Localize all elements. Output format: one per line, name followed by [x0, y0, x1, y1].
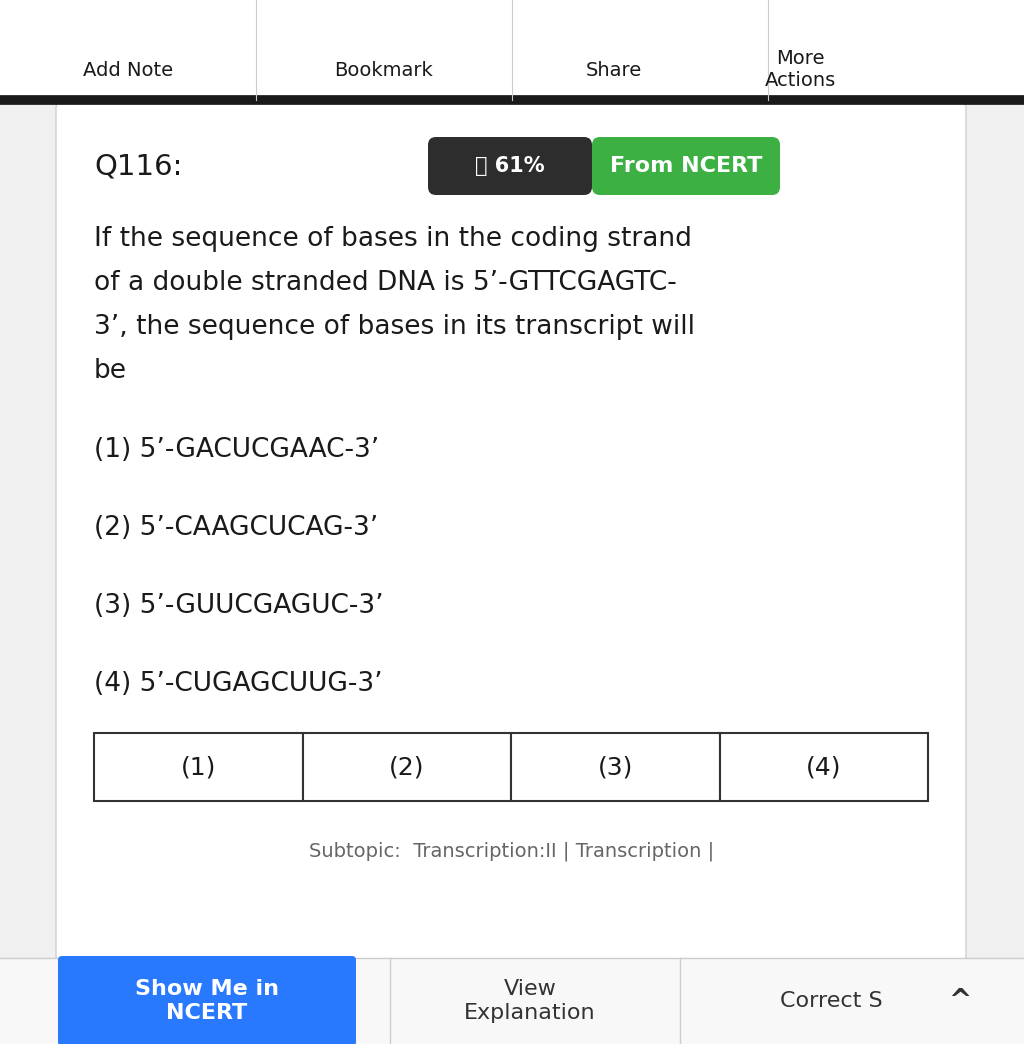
Text: (2): (2)	[389, 755, 425, 779]
Text: Add Note: Add Note	[83, 61, 173, 79]
Bar	[720, 733, 928, 801]
Text: (3) 5’-GUUCGAGUC-3’: (3) 5’-GUUCGAGUC-3’	[94, 593, 384, 619]
Bar	[0, 0, 1024, 100]
Text: (1) 5’-GACUCGAAC-3’: (1) 5’-GACUCGAAC-3’	[94, 437, 379, 462]
Text: From NCERT: From NCERT	[610, 156, 762, 176]
FancyBboxPatch shape	[592, 137, 780, 195]
Text: Correct S: Correct S	[780, 991, 883, 1011]
Text: 3’, the sequence of bases in its transcript will: 3’, the sequence of bases in its transcr…	[94, 314, 695, 340]
Text: (3): (3)	[598, 755, 633, 779]
Text: Share: Share	[586, 61, 642, 79]
Text: ^: ^	[948, 987, 972, 1015]
Text: More
Actions: More Actions	[764, 49, 836, 91]
Text: (4): (4)	[806, 755, 842, 779]
Text: (2) 5’-CAAGCUCAG-3’: (2) 5’-CAAGCUCAG-3’	[94, 515, 378, 541]
Text: (4) 5’-CUGAGCUUG-3’: (4) 5’-CUGAGCUUG-3’	[94, 671, 383, 697]
Bar	[0, 958, 1024, 1044]
Text: Q116:: Q116:	[94, 152, 182, 180]
Text: Bookmark: Bookmark	[335, 61, 433, 79]
Bar	[302, 733, 511, 801]
Text: View
Explanation: View Explanation	[464, 979, 596, 1023]
Text: of a double stranded DNA is 5’-GTTCGAGTC-: of a double stranded DNA is 5’-GTTCGAGTC…	[94, 270, 677, 296]
Text: Subtopic:  Transcription:II | Transcription |: Subtopic: Transcription:II | Transcripti…	[309, 841, 715, 860]
Bar	[511, 733, 720, 801]
Text: (1): (1)	[180, 755, 216, 779]
Text: Show Me in
NCERT: Show Me in NCERT	[135, 979, 279, 1023]
Bar	[94, 733, 302, 801]
Text: 👍 61%: 👍 61%	[475, 156, 545, 176]
FancyBboxPatch shape	[56, 102, 966, 962]
Text: If the sequence of bases in the coding strand: If the sequence of bases in the coding s…	[94, 226, 692, 252]
Text: be: be	[94, 358, 127, 384]
FancyBboxPatch shape	[428, 137, 592, 195]
FancyBboxPatch shape	[58, 956, 356, 1044]
